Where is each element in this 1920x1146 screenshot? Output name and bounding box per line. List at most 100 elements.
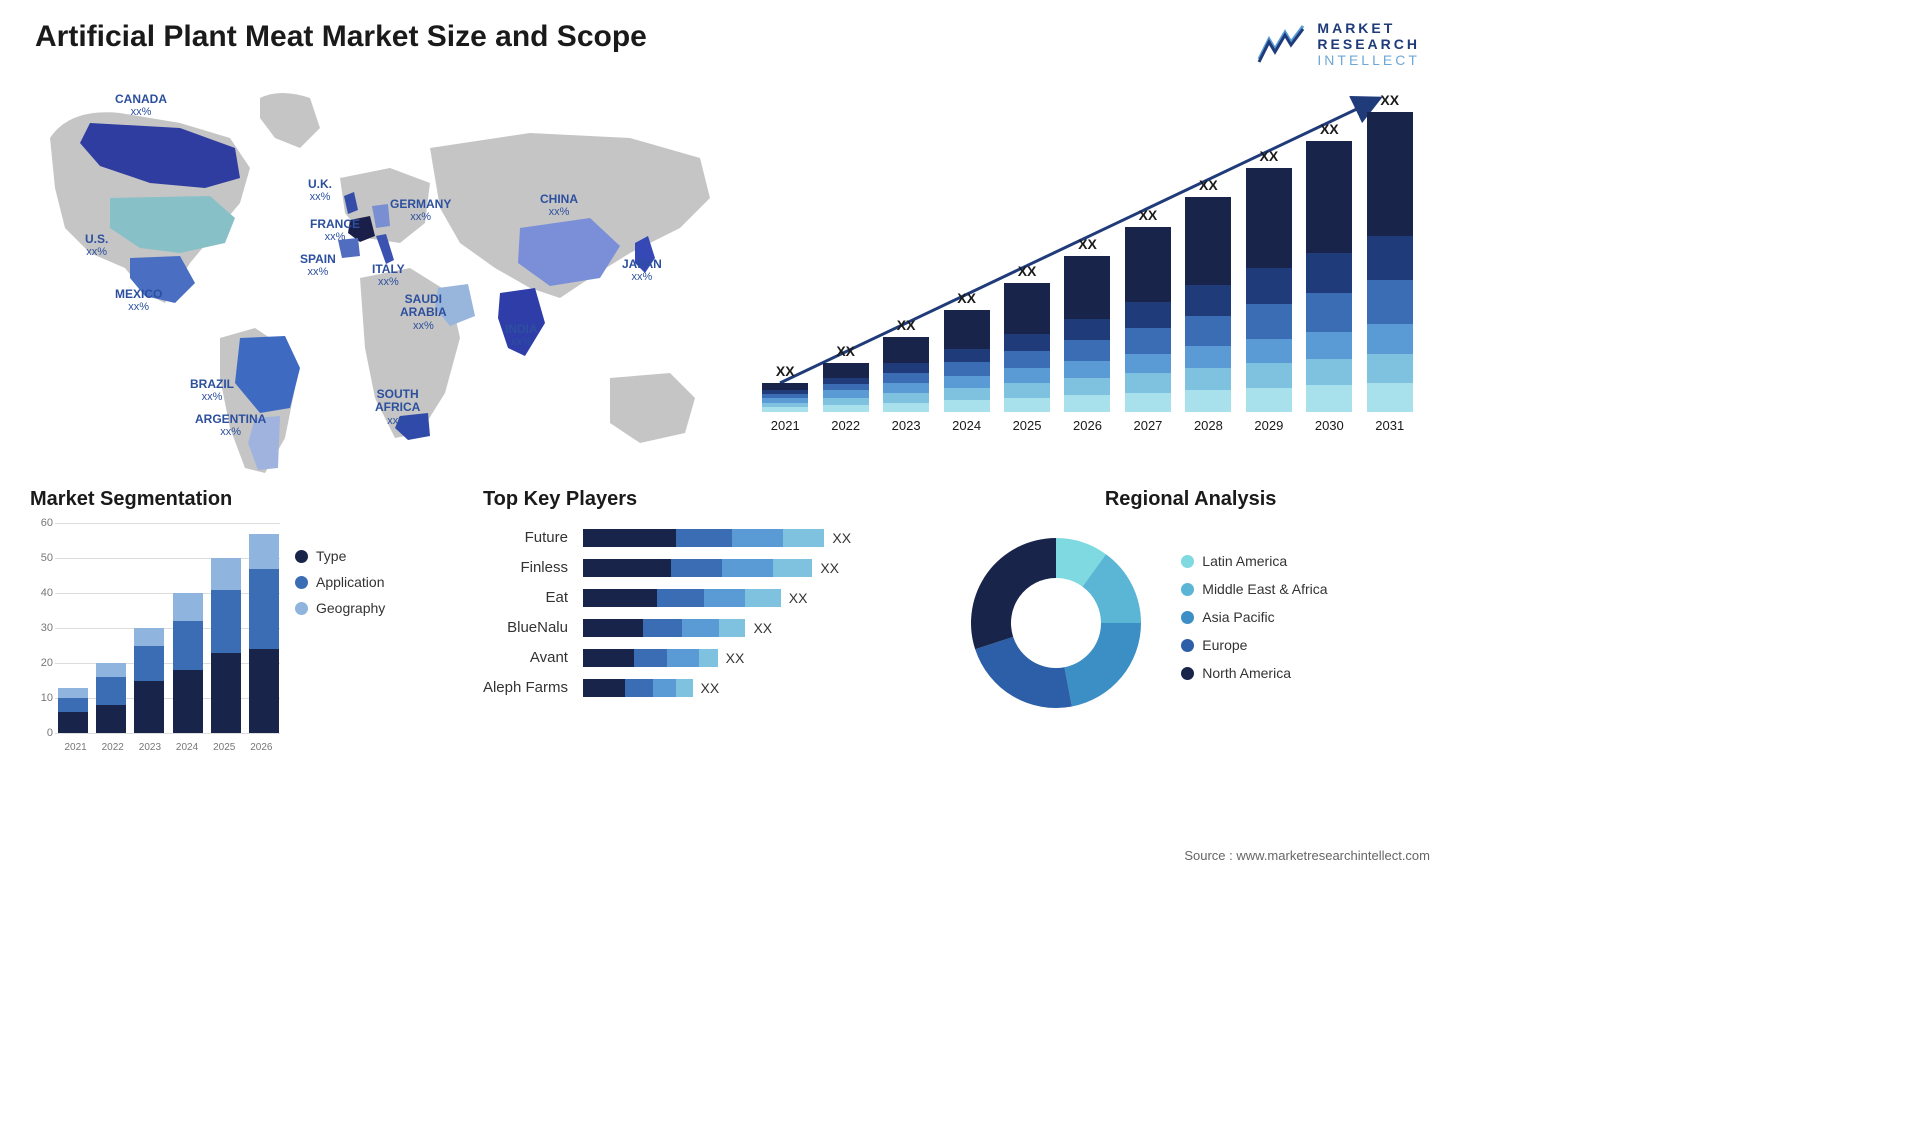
player-value: XX bbox=[820, 560, 839, 576]
regional-legend: Latin America Middle East & Africa Asia Pa… bbox=[1181, 553, 1327, 693]
segmentation-bar bbox=[134, 628, 164, 733]
map-label: SAUDIARABIAxx% bbox=[400, 293, 447, 331]
growth-bar: XX2026 bbox=[1062, 236, 1112, 433]
player-label: BlueNalu bbox=[483, 613, 568, 643]
x-axis-label: 2021 bbox=[771, 418, 800, 433]
bar-value-label: XX bbox=[1199, 177, 1218, 193]
legend-item: Europe bbox=[1181, 637, 1327, 653]
bar-value-label: XX bbox=[957, 290, 976, 306]
legend-item: North America bbox=[1181, 665, 1327, 681]
player-label: Aleph Farms bbox=[483, 673, 568, 703]
growth-bar: XX2022 bbox=[820, 343, 870, 433]
segmentation-bar bbox=[249, 534, 279, 734]
player-row: XX bbox=[583, 673, 931, 703]
y-axis-tick: 0 bbox=[47, 727, 53, 739]
player-value: XX bbox=[726, 650, 745, 666]
segmentation-legend: Type Application Geography bbox=[295, 523, 385, 753]
legend-item: Geography bbox=[295, 600, 385, 616]
growth-bar: XX 2024 bbox=[941, 290, 991, 434]
bar-value-label: XX bbox=[897, 317, 916, 333]
x-axis-label: 2028 bbox=[1194, 418, 1223, 433]
map-label: ITALYxx% bbox=[372, 263, 405, 288]
growth-bar: XX2031 bbox=[1365, 92, 1415, 434]
legend-dot-icon bbox=[295, 550, 308, 563]
legend-dot-icon bbox=[1181, 555, 1194, 568]
players-panel: Top Key Players FutureFinlessEatBlueNalu… bbox=[483, 488, 931, 753]
player-row: XX bbox=[583, 613, 931, 643]
growth-bar: XX 2028 bbox=[1183, 177, 1233, 433]
growth-bar: XX 2021 bbox=[760, 363, 810, 433]
player-label: Finless bbox=[483, 553, 568, 583]
growth-bar: XX2029 bbox=[1244, 148, 1294, 433]
map-label: CHINAxx% bbox=[540, 193, 578, 218]
players-chart: FutureFinlessEatBlueNaluAvantAleph Farms… bbox=[483, 523, 931, 703]
x-axis-label: 2029 bbox=[1254, 418, 1283, 433]
x-axis-label: 2031 bbox=[1375, 418, 1404, 433]
logo: MARKET RESEARCH INTELLECT bbox=[1257, 20, 1420, 68]
bar-value-label: XX bbox=[836, 343, 855, 359]
y-axis-tick: 40 bbox=[41, 587, 53, 599]
player-row: XX bbox=[583, 583, 931, 613]
growth-bar: XX 2030 bbox=[1304, 121, 1354, 433]
map-label: FRANCExx% bbox=[310, 218, 360, 243]
bar-value-label: XX bbox=[776, 363, 795, 379]
logo-line-1: MARKET bbox=[1317, 20, 1420, 36]
source-text: Source : www.marketresearchintellect.com bbox=[1184, 848, 1430, 863]
segmentation-title: Market Segmentation bbox=[30, 488, 458, 511]
map-label: U.K.xx% bbox=[308, 178, 332, 203]
segmentation-bar bbox=[58, 688, 88, 734]
logo-line-2: RESEARCH bbox=[1317, 36, 1420, 52]
x-axis-label: 2026 bbox=[250, 742, 272, 753]
logo-line-3: INTELLECT bbox=[1317, 52, 1420, 68]
legend-dot-icon bbox=[1181, 639, 1194, 652]
legend-label: Middle East & Africa bbox=[1202, 581, 1327, 597]
legend-dot-icon bbox=[295, 602, 308, 615]
map-label: SOUTHAFRICAxx% bbox=[375, 388, 420, 426]
map-label: JAPANxx% bbox=[622, 258, 662, 283]
y-axis-tick: 10 bbox=[41, 692, 53, 704]
players-title: Top Key Players bbox=[483, 488, 931, 511]
legend-label: Asia Pacific bbox=[1202, 609, 1274, 625]
page-title: Artificial Plant Meat Market Size and Sc… bbox=[35, 20, 647, 54]
segmentation-bar bbox=[96, 663, 126, 733]
legend-dot-icon bbox=[1181, 611, 1194, 624]
bar-value-label: XX bbox=[1018, 263, 1037, 279]
map-label: SPAINxx% bbox=[300, 253, 336, 278]
player-label: Avant bbox=[483, 643, 568, 673]
legend-label: Application bbox=[316, 574, 385, 590]
player-row: XX bbox=[583, 553, 931, 583]
legend-dot-icon bbox=[1181, 667, 1194, 680]
x-axis-label: 2025 bbox=[213, 742, 235, 753]
x-axis-label: 2021 bbox=[64, 742, 86, 753]
map-label: MEXICOxx% bbox=[115, 288, 162, 313]
player-value: XX bbox=[753, 620, 772, 636]
legend-item: Type bbox=[295, 548, 385, 564]
map-label: ARGENTINAxx% bbox=[195, 413, 266, 438]
donut-segment bbox=[971, 538, 1056, 649]
legend-dot-icon bbox=[295, 576, 308, 589]
x-axis-label: 2024 bbox=[952, 418, 981, 433]
donut-segment bbox=[975, 637, 1072, 708]
y-axis-tick: 20 bbox=[41, 657, 53, 669]
map-label: CANADAxx% bbox=[115, 93, 167, 118]
growth-bar: XX2027 bbox=[1123, 207, 1173, 434]
legend-item: Middle East & Africa bbox=[1181, 581, 1327, 597]
x-axis-label: 2023 bbox=[892, 418, 921, 433]
regional-title: Regional Analysis bbox=[956, 488, 1425, 511]
player-row: XX bbox=[583, 643, 931, 673]
regional-donut-chart bbox=[956, 523, 1156, 723]
y-axis-tick: 60 bbox=[41, 517, 53, 529]
regional-panel: Regional Analysis Latin America Middle Ea… bbox=[956, 488, 1425, 753]
x-axis-label: 2030 bbox=[1315, 418, 1344, 433]
legend-dot-icon bbox=[1181, 583, 1194, 596]
x-axis-label: 2025 bbox=[1013, 418, 1042, 433]
legend-label: North America bbox=[1202, 665, 1291, 681]
bar-value-label: XX bbox=[1320, 121, 1339, 137]
map-label: GERMANYxx% bbox=[390, 198, 451, 223]
player-row: XX bbox=[583, 523, 931, 553]
player-value: XX bbox=[789, 590, 808, 606]
legend-label: Europe bbox=[1202, 637, 1247, 653]
legend-label: Latin America bbox=[1202, 553, 1287, 569]
segmentation-bar bbox=[211, 558, 241, 733]
map-label: INDIAxx% bbox=[505, 323, 538, 348]
